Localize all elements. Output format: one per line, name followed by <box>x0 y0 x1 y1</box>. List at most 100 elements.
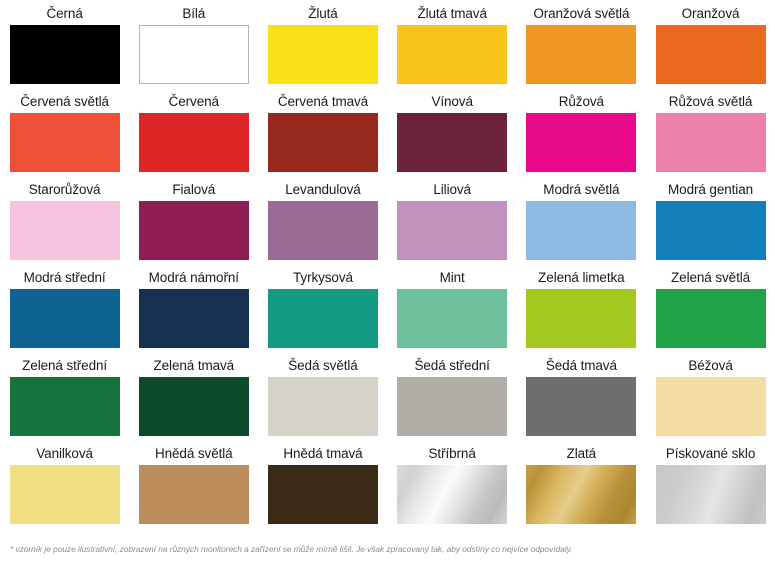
swatch-cell[interactable]: Bílá <box>129 2 258 90</box>
swatch-color-chip[interactable] <box>526 377 637 436</box>
swatch-label: Stříbrná <box>428 445 476 461</box>
swatch-label: Vanilková <box>36 445 93 461</box>
swatch-cell[interactable]: Tyrkysová <box>258 266 387 354</box>
swatch-color-chip[interactable] <box>397 25 508 84</box>
swatch-color-chip[interactable] <box>526 25 637 84</box>
swatch-color-chip[interactable] <box>655 289 766 348</box>
swatch-cell[interactable]: Černá <box>0 2 129 90</box>
swatch-color-chip[interactable] <box>267 201 378 260</box>
swatch-color-chip[interactable] <box>397 113 508 172</box>
swatch-label: Zlatá <box>566 445 597 461</box>
swatch-color-chip[interactable] <box>397 201 508 260</box>
swatch-cell[interactable]: Liliová <box>388 178 517 266</box>
swatch-cell[interactable]: Hnědá tmavá <box>258 442 387 530</box>
swatch-color-chip[interactable] <box>397 377 508 436</box>
swatch-label: Béžová <box>688 357 733 373</box>
swatch-cell[interactable]: Šedá světlá <box>258 354 387 442</box>
swatch-color-chip[interactable] <box>655 377 766 436</box>
swatch-color-chip[interactable] <box>267 289 378 348</box>
swatch-cell[interactable]: Modrá střední <box>0 266 129 354</box>
swatch-cell[interactable]: Stříbrná <box>388 442 517 530</box>
swatch-color-chip[interactable] <box>655 25 766 84</box>
swatch-color-chip[interactable] <box>267 377 378 436</box>
swatch-cell[interactable]: Levandulová <box>258 178 387 266</box>
swatch-color-chip[interactable] <box>655 113 766 172</box>
swatch-color-chip[interactable] <box>9 113 120 172</box>
swatch-cell[interactable]: Červená <box>129 90 258 178</box>
swatch-label: Zelená tmavá <box>153 357 235 373</box>
swatch-cell[interactable]: Hnědá světlá <box>129 442 258 530</box>
swatch-label: Bílá <box>182 5 206 21</box>
swatch-cell[interactable]: Zelená střední <box>0 354 129 442</box>
swatch-label: Červená <box>168 93 219 109</box>
swatch-label: Tyrkysová <box>293 269 353 285</box>
swatch-color-chip[interactable] <box>9 465 120 524</box>
swatch-color-chip[interactable] <box>267 113 378 172</box>
swatch-color-chip[interactable] <box>397 289 508 348</box>
swatch-label: Vínová <box>431 93 473 109</box>
swatch-label: Oranžová světlá <box>533 5 630 21</box>
swatch-color-chip[interactable] <box>138 113 249 172</box>
swatch-label: Šedá světlá <box>288 357 358 373</box>
swatch-color-chip[interactable] <box>9 377 120 436</box>
swatch-label: Růžová světlá <box>668 93 753 109</box>
swatch-label: Hnědá tmavá <box>283 445 363 461</box>
swatch-cell[interactable]: Růžová světlá <box>646 90 775 178</box>
swatch-color-chip[interactable] <box>526 201 637 260</box>
swatch-color-chip[interactable] <box>655 201 766 260</box>
swatch-color-chip[interactable] <box>138 465 249 524</box>
swatch-cell[interactable]: Zelená světlá <box>646 266 775 354</box>
swatch-cell[interactable]: Žlutá tmavá <box>388 2 517 90</box>
swatch-label: Mint <box>439 269 465 285</box>
swatch-cell[interactable]: Zelená limetka <box>517 266 646 354</box>
swatch-label: Zelená limetka <box>538 269 625 285</box>
swatch-cell[interactable]: Starorůžová <box>0 178 129 266</box>
swatch-cell[interactable]: Červená tmavá <box>258 90 387 178</box>
swatch-color-chip[interactable] <box>655 465 766 524</box>
swatch-cell[interactable]: Modrá námořní <box>129 266 258 354</box>
swatch-label: Žlutá tmavá <box>417 5 487 21</box>
swatch-cell[interactable]: Fialová <box>129 178 258 266</box>
swatch-cell[interactable]: Červená světlá <box>0 90 129 178</box>
swatch-cell[interactable]: Žlutá <box>258 2 387 90</box>
swatch-label: Růžová <box>558 93 604 109</box>
swatch-cell[interactable]: Vanilková <box>0 442 129 530</box>
swatch-cell[interactable]: Béžová <box>646 354 775 442</box>
swatch-cell[interactable]: Šedá střední <box>388 354 517 442</box>
swatch-color-chip[interactable] <box>138 289 249 348</box>
swatch-color-chip[interactable] <box>267 25 378 84</box>
swatch-cell[interactable]: Zelená tmavá <box>129 354 258 442</box>
swatch-color-chip[interactable] <box>138 201 249 260</box>
swatch-cell[interactable]: Pískované sklo <box>646 442 775 530</box>
swatch-label: Šedá tmavá <box>545 357 617 373</box>
swatch-color-chip[interactable] <box>9 289 120 348</box>
swatch-label: Zelená světlá <box>671 269 751 285</box>
swatch-color-chip[interactable] <box>9 201 120 260</box>
swatch-cell[interactable]: Vínová <box>388 90 517 178</box>
swatch-cell[interactable]: Oranžová světlá <box>517 2 646 90</box>
swatch-label: Modrá střední <box>23 269 106 285</box>
swatch-color-chip[interactable] <box>267 465 378 524</box>
swatch-label: Červená světlá <box>20 93 109 109</box>
swatch-label: Modrá světlá <box>543 181 620 197</box>
swatch-cell[interactable]: Mint <box>388 266 517 354</box>
swatch-color-chip[interactable] <box>9 25 120 84</box>
swatch-color-chip[interactable] <box>526 289 637 348</box>
swatch-color-chip[interactable] <box>397 465 508 524</box>
swatch-cell[interactable]: Šedá tmavá <box>517 354 646 442</box>
swatch-color-chip[interactable] <box>138 25 249 84</box>
swatch-color-chip[interactable] <box>526 465 637 524</box>
swatch-cell[interactable]: Oranžová <box>646 2 775 90</box>
swatch-label: Oranžová <box>681 5 740 21</box>
swatch-label: Černá <box>46 5 83 21</box>
swatch-color-chip[interactable] <box>138 377 249 436</box>
swatch-cell[interactable]: Zlatá <box>517 442 646 530</box>
swatch-label: Žlutá <box>308 5 338 21</box>
swatch-cell[interactable]: Modrá světlá <box>517 178 646 266</box>
swatch-label: Hnědá světlá <box>154 445 233 461</box>
swatch-label: Fialová <box>172 181 216 197</box>
swatch-cell[interactable]: Modrá gentian <box>646 178 775 266</box>
swatch-color-chip[interactable] <box>526 113 637 172</box>
swatch-cell[interactable]: Růžová <box>517 90 646 178</box>
